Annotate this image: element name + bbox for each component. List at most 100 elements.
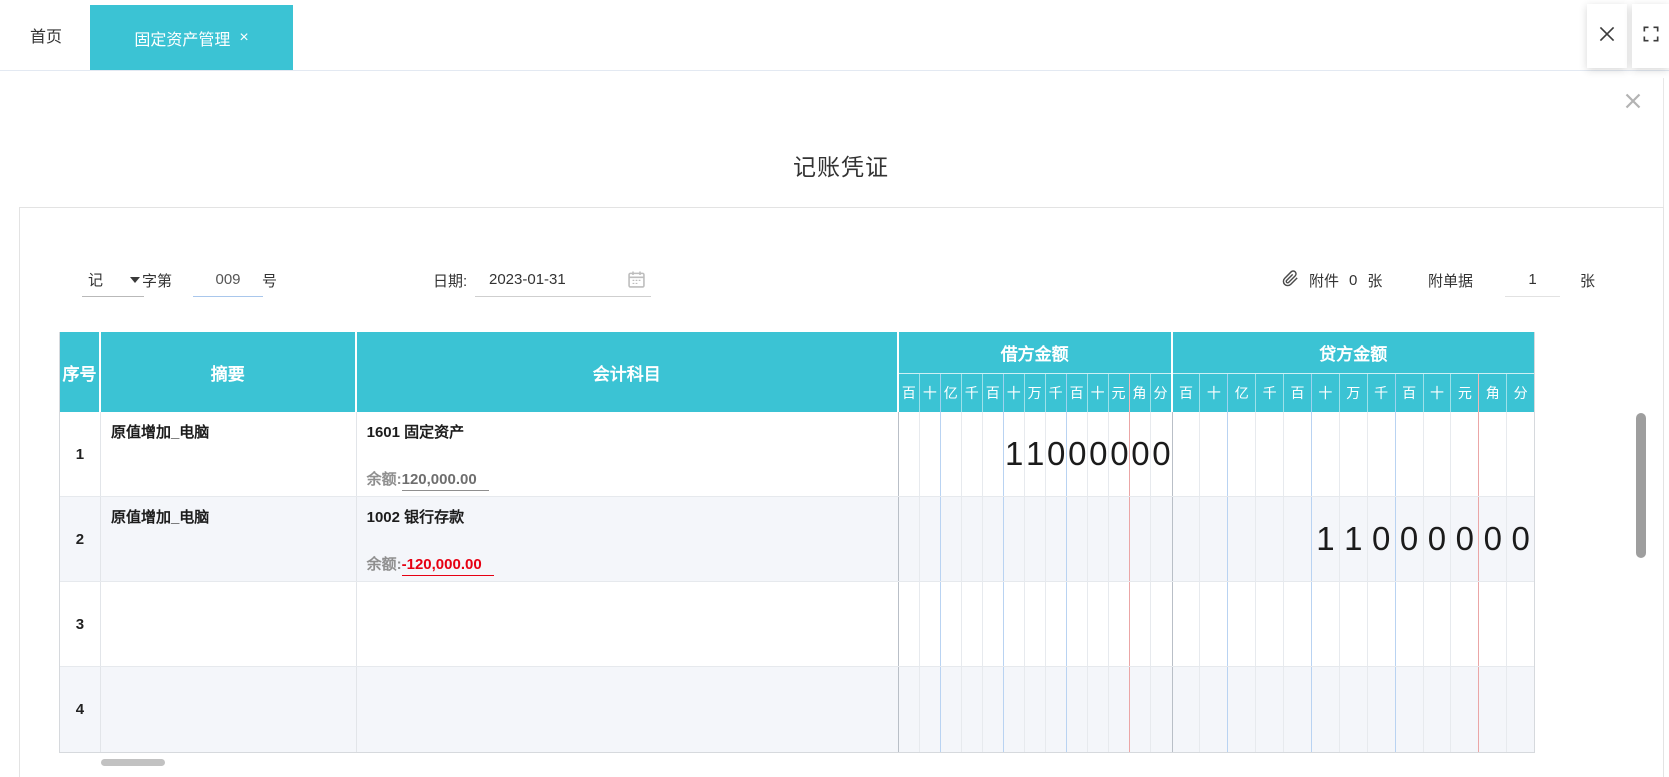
digit-cell: 0 [1109, 412, 1131, 496]
window-fullscreen-button[interactable] [1632, 4, 1669, 68]
receipts-label: 附单据 [1428, 272, 1474, 290]
summary-cell[interactable] [101, 667, 357, 752]
account-cell[interactable]: 1601 固定资产 余额:120,000.00 [357, 412, 899, 496]
header-account: 会计科目 [357, 332, 899, 412]
header-debit-group: 借方金额 百十亿千百十万千百十元角分 [898, 332, 1173, 412]
fullscreen-icon [1641, 24, 1661, 49]
digit-cell [1368, 582, 1396, 666]
account-cell[interactable] [357, 582, 899, 666]
digit-cell [1228, 497, 1257, 581]
debit-amount-cell[interactable] [899, 667, 1173, 752]
tab-close-icon[interactable]: × [239, 28, 249, 46]
balance-value: 120,000.00 [401, 471, 489, 491]
credit-amount-cell[interactable] [1173, 412, 1535, 496]
tab-fixed-assets[interactable]: 固定资产管理 × [90, 5, 293, 70]
digit-cell [899, 667, 920, 752]
attachment-link[interactable]: 附件 0 张 [1282, 263, 1384, 297]
digit-cell [899, 497, 920, 581]
page-title: 记账凭证 [793, 154, 889, 180]
digit-cell [1284, 412, 1312, 496]
digit-column-label: 十 [1200, 374, 1229, 412]
digit-cell [1046, 667, 1068, 752]
digit-column-label: 元 [1451, 374, 1480, 412]
digit-column-label: 十 [1312, 374, 1340, 412]
digit-column-label: 角 [1479, 374, 1508, 412]
digit-cell [1173, 667, 1201, 752]
table-row: 1 原值增加_电脑 1601 固定资产 余额:120,000.00 1 1 0 0 0 0 0 0 [60, 412, 1534, 497]
row-index-cell: 3 [60, 582, 101, 666]
digit-cell [1025, 497, 1047, 581]
digit-cell [1507, 412, 1534, 496]
digit-cell [920, 582, 941, 666]
receipts-unit: 张 [1580, 272, 1596, 290]
digit-cell [1151, 582, 1171, 666]
summary-cell[interactable]: 原值增加_电脑 [101, 497, 357, 581]
digit-cell: 0 [1451, 497, 1480, 581]
table-header: 序号 摘要 会计科目 借方金额 百十亿千百十万千百十元角分 贷方金额 百十亿千百… [60, 332, 1534, 412]
attachment-label: 附件 [1309, 272, 1340, 290]
digit-cell [1130, 497, 1152, 581]
digit-cell [1256, 412, 1285, 496]
digit-cell [1340, 667, 1368, 752]
digit-cell: 0 [1152, 435, 1171, 472]
row-index-cell: 4 [60, 667, 101, 752]
calendar-icon[interactable] [626, 269, 647, 294]
voucher-number-suffix: 号 [262, 272, 278, 290]
digit-cell [1424, 667, 1452, 752]
credit-amount-cell[interactable] [1173, 667, 1535, 752]
digit-cell [1109, 667, 1131, 752]
chevron-down-icon [130, 276, 140, 283]
digit-column-label: 分 [1153, 385, 1168, 401]
table-row: 4 [60, 667, 1534, 752]
digit-cell [1004, 667, 1026, 752]
balance-value: -120,000.00 [401, 556, 494, 576]
summary-cell[interactable]: 原值增加_电脑 [101, 412, 357, 496]
digit-cell [1046, 582, 1068, 666]
digit-cell [1284, 497, 1312, 581]
digit-column-label: 十 [1088, 374, 1109, 412]
receipts-input[interactable]: 1 [1505, 263, 1560, 297]
account-text: 1002 银行存款 [366, 509, 465, 526]
voucher-word-select[interactable]: 记 [82, 263, 144, 297]
digit-column-label: 百 [1173, 374, 1201, 412]
credit-amount-cell[interactable] [1173, 582, 1535, 666]
digit-cell [1451, 582, 1480, 666]
digit-cell [1088, 582, 1110, 666]
tab-home[interactable]: 首页 [30, 29, 63, 46]
digit-column-label: 百 [1067, 374, 1088, 412]
digit-cell [1284, 667, 1312, 752]
voucher-number-input[interactable]: 009 [193, 263, 263, 297]
header-index: 序号 [60, 332, 101, 412]
digit-cell [1340, 412, 1368, 496]
summary-cell[interactable] [101, 582, 357, 666]
modal-close-button[interactable] [1620, 90, 1646, 116]
debit-amount-cell[interactable] [899, 582, 1173, 666]
digit-cell [1479, 582, 1508, 666]
digit-cell [1312, 412, 1340, 496]
digit-cell [1451, 667, 1480, 752]
header-credit: 贷方金额 [1172, 332, 1534, 374]
table-row: 3 [60, 582, 1534, 667]
account-cell[interactable] [357, 667, 899, 752]
digit-cell [899, 582, 920, 666]
balance-label: 余额: [366, 556, 402, 573]
window-close-button[interactable] [1587, 4, 1627, 68]
vertical-scrollbar-thumb[interactable] [1636, 413, 1646, 558]
digit-cell [1256, 582, 1285, 666]
digit-cell [1368, 412, 1396, 496]
close-icon [1623, 91, 1643, 116]
debit-amount-cell[interactable] [899, 497, 1173, 581]
digit-column-label: 元 [1109, 374, 1130, 412]
date-input[interactable]: 2023-01-31 [475, 263, 651, 297]
digit-cell: 0 [1511, 520, 1530, 557]
horizontal-scrollbar-thumb[interactable] [101, 759, 165, 766]
digit-cell [983, 497, 1005, 581]
paperclip-icon [1282, 269, 1299, 291]
digit-cell [941, 582, 963, 666]
digit-cell [962, 667, 984, 752]
digit-cell [1340, 582, 1368, 666]
account-cell[interactable]: 1002 银行存款 余额:-120,000.00 [357, 497, 899, 581]
attachment-count: 0 [1349, 271, 1358, 289]
